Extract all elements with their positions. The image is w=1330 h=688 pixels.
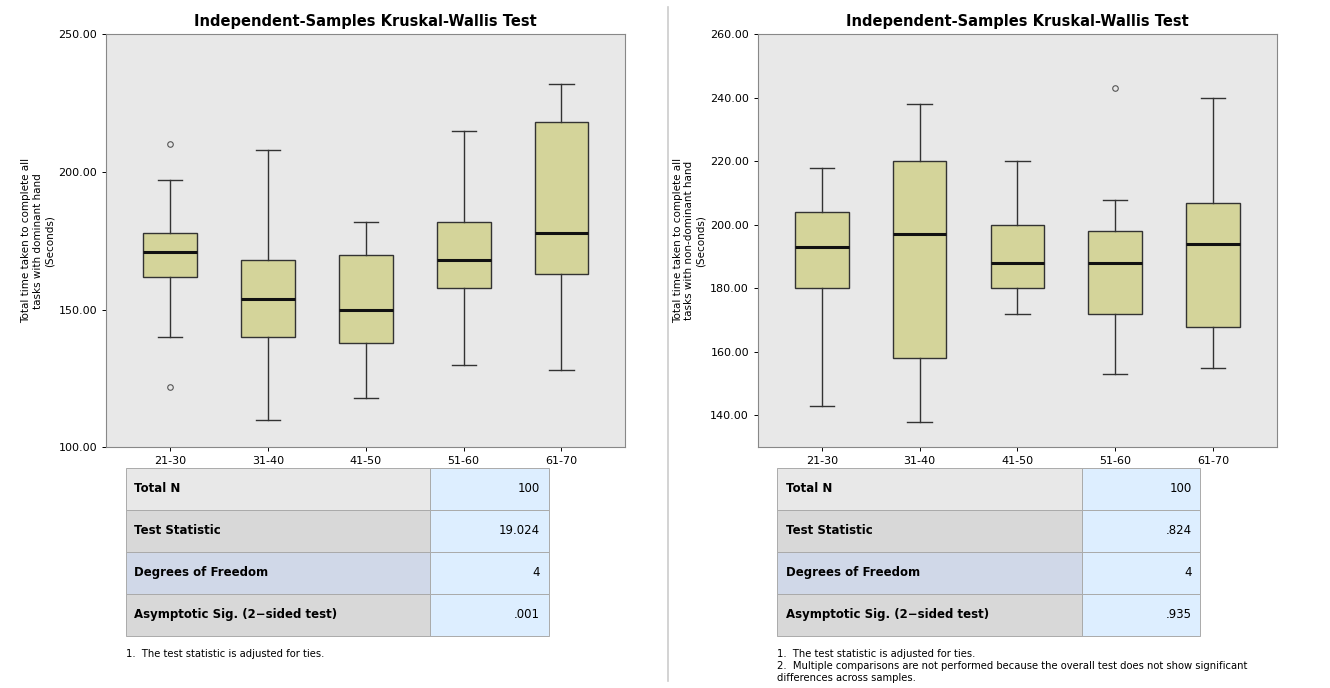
Bar <box>892 162 947 358</box>
Bar <box>777 594 1083 636</box>
Text: .824: .824 <box>1166 524 1192 537</box>
Bar <box>125 468 431 510</box>
Text: 1.  The test statistic is adjusted for ties.
2.  Multiple comparisons are not pe: 1. The test statistic is adjusted for ti… <box>777 649 1248 682</box>
Bar <box>795 212 849 288</box>
Text: Asymptotic Sig. (2−sided test): Asymptotic Sig. (2−sided test) <box>134 608 338 621</box>
Bar <box>431 552 549 594</box>
Bar <box>125 594 431 636</box>
Text: Test Statistic: Test Statistic <box>134 524 221 537</box>
X-axis label: Age groups (Years): Age groups (Years) <box>966 472 1069 482</box>
Bar <box>431 468 549 510</box>
Bar <box>431 594 549 636</box>
Bar <box>1083 468 1201 510</box>
X-axis label: Age groups (Years): Age groups (Years) <box>314 472 418 482</box>
Title: Independent-Samples Kruskal-Wallis Test: Independent-Samples Kruskal-Wallis Test <box>846 14 1189 29</box>
Bar <box>777 468 1083 510</box>
Bar <box>125 510 431 552</box>
Bar <box>339 255 392 343</box>
Bar <box>777 552 1083 594</box>
Bar <box>1186 203 1240 327</box>
Bar <box>777 510 1083 552</box>
Bar <box>431 510 549 552</box>
Bar <box>1088 231 1142 314</box>
Bar <box>1083 552 1201 594</box>
Bar <box>535 122 588 274</box>
Text: Degrees of Freedom: Degrees of Freedom <box>786 566 920 579</box>
Text: 100: 100 <box>517 482 540 495</box>
Text: 100: 100 <box>1169 482 1192 495</box>
Title: Independent-Samples Kruskal-Wallis Test: Independent-Samples Kruskal-Wallis Test <box>194 14 537 29</box>
Bar <box>241 260 295 337</box>
Text: Asymptotic Sig. (2−sided test): Asymptotic Sig. (2−sided test) <box>786 608 990 621</box>
Text: .001: .001 <box>515 608 540 621</box>
Bar <box>144 233 197 277</box>
Bar <box>436 222 491 288</box>
Text: 19.024: 19.024 <box>499 524 540 537</box>
Text: Total N: Total N <box>786 482 833 495</box>
Text: .935: .935 <box>1166 608 1192 621</box>
Text: Total N: Total N <box>134 482 181 495</box>
Y-axis label: Total time taken to complete all
tasks with non-dominant hand
(Seconds): Total time taken to complete all tasks w… <box>673 158 706 323</box>
Bar <box>991 225 1044 288</box>
Bar <box>1083 510 1201 552</box>
Text: 4: 4 <box>533 566 540 579</box>
Text: 1.  The test statistic is adjusted for ties.: 1. The test statistic is adjusted for ti… <box>125 649 325 659</box>
Bar <box>1083 594 1201 636</box>
Bar <box>125 552 431 594</box>
Text: 4: 4 <box>1185 566 1192 579</box>
Text: Test Statistic: Test Statistic <box>786 524 872 537</box>
Y-axis label: Total time taken to complete all
tasks with dominant hand
(Seconds): Total time taken to complete all tasks w… <box>21 158 55 323</box>
Text: Degrees of Freedom: Degrees of Freedom <box>134 566 269 579</box>
